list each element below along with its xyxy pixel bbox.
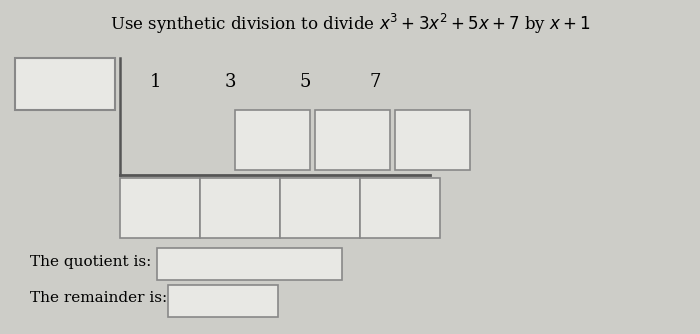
Text: 7: 7 — [370, 73, 381, 91]
FancyBboxPatch shape — [120, 178, 200, 238]
FancyBboxPatch shape — [315, 110, 390, 170]
FancyBboxPatch shape — [200, 178, 280, 238]
Text: 3: 3 — [224, 73, 236, 91]
Text: The remainder is:: The remainder is: — [30, 291, 167, 305]
FancyBboxPatch shape — [168, 285, 278, 317]
FancyBboxPatch shape — [235, 110, 310, 170]
Text: 1: 1 — [149, 73, 161, 91]
FancyBboxPatch shape — [395, 110, 470, 170]
Text: 5: 5 — [300, 73, 311, 91]
Text: The quotient is:: The quotient is: — [30, 255, 151, 269]
FancyBboxPatch shape — [360, 178, 440, 238]
FancyBboxPatch shape — [157, 248, 342, 280]
FancyBboxPatch shape — [15, 58, 115, 110]
Text: Use synthetic division to divide $x^3 + 3x^2 + 5x + 7$ by $x + 1$: Use synthetic division to divide $x^3 + … — [109, 12, 591, 36]
FancyBboxPatch shape — [280, 178, 360, 238]
